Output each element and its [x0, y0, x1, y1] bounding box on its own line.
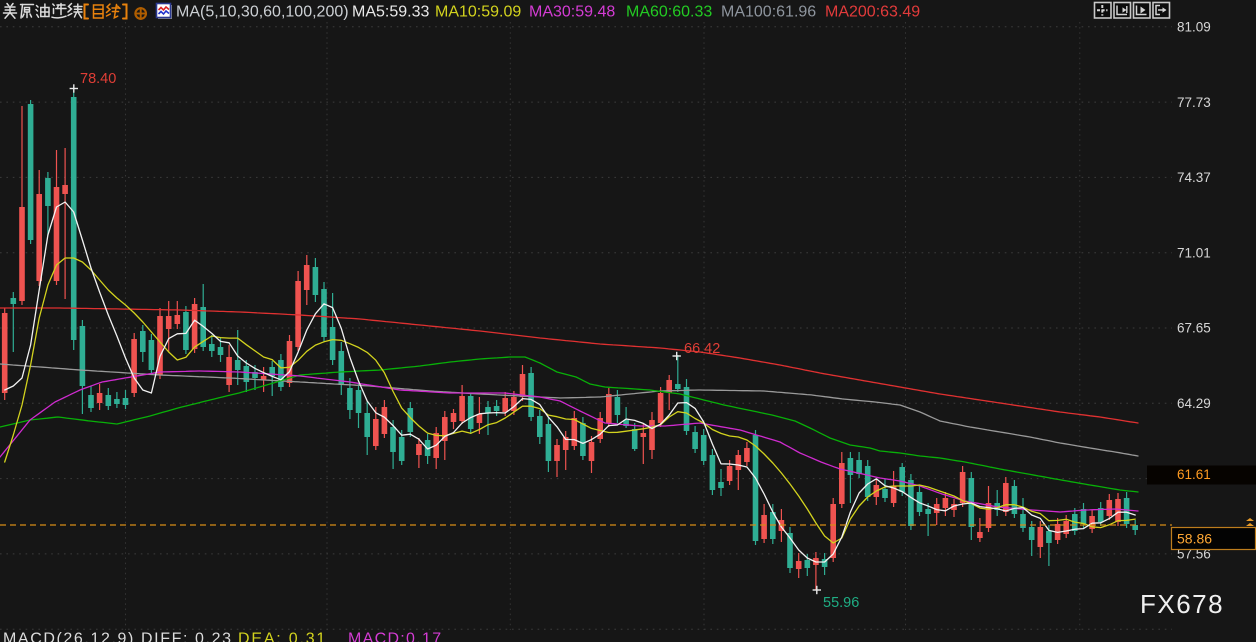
svg-text:MA60:60.33: MA60:60.33 [626, 4, 712, 21]
svg-text:MA100:61.96: MA100:61.96 [721, 4, 816, 21]
svg-text:64.29: 64.29 [1177, 396, 1211, 411]
svg-text:MACD:0.17: MACD:0.17 [348, 631, 442, 642]
svg-text:77.73: 77.73 [1177, 95, 1211, 110]
svg-text:78.40: 78.40 [80, 71, 116, 87]
svg-text:66.42: 66.42 [684, 341, 720, 357]
svg-text:FX678: FX678 [1140, 589, 1224, 619]
svg-text:71.01: 71.01 [1177, 245, 1211, 260]
svg-text:55.96: 55.96 [823, 595, 859, 611]
svg-text:MA200:63.49: MA200:63.49 [825, 4, 920, 21]
svg-text:58.86: 58.86 [1177, 531, 1212, 547]
svg-text:61.61: 61.61 [1177, 467, 1211, 482]
svg-text:67.65: 67.65 [1177, 321, 1211, 336]
svg-text:57.56: 57.56 [1177, 547, 1211, 562]
svg-text:MA30:59.48: MA30:59.48 [529, 4, 615, 21]
svg-text:MA(5,10,30,60,100,200): MA(5,10,30,60,100,200) [176, 4, 349, 21]
svg-text:DEA: 0.31: DEA: 0.31 [238, 631, 327, 642]
svg-text:81.09: 81.09 [1177, 20, 1211, 35]
svg-text:MA10:59.09: MA10:59.09 [435, 4, 521, 21]
svg-text:MA5:59.33: MA5:59.33 [352, 4, 429, 21]
svg-text:MACD(26,12,9) DIFF: 0.23: MACD(26,12,9) DIFF: 0.23 [3, 631, 233, 642]
svg-text:74.37: 74.37 [1177, 170, 1211, 185]
